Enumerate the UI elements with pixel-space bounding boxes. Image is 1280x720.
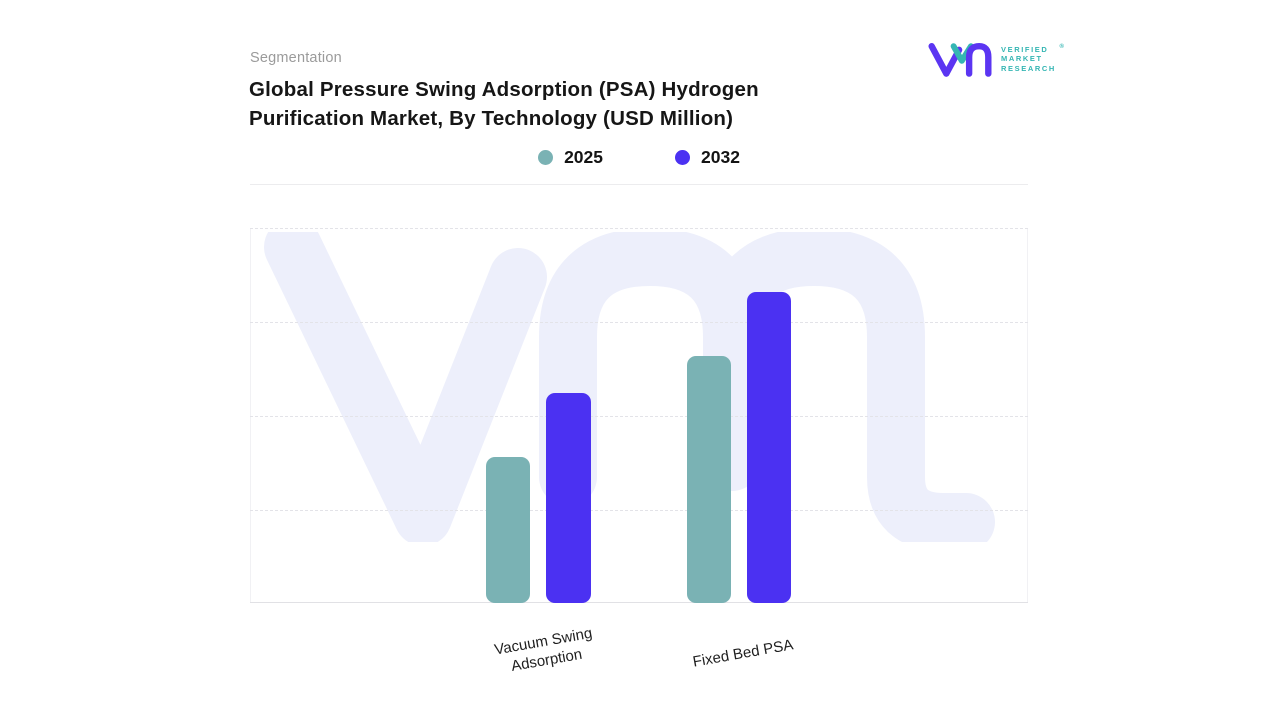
gridline <box>250 322 1028 323</box>
bar-vacuum-swing-adsorption-2025 <box>486 456 530 603</box>
legend-dot-2032 <box>675 150 690 165</box>
x-axis-baseline <box>250 602 1028 603</box>
plot-left-border <box>250 228 251 603</box>
legend-label-2032: 2032 <box>701 147 740 167</box>
vmr-watermark <box>264 232 995 542</box>
chart-title-line2: Purification Market, By Technology (USD … <box>249 107 734 130</box>
gridline <box>250 228 1028 229</box>
chart-legend: 2025 2032 <box>250 147 1028 168</box>
plot-right-border <box>1027 228 1028 603</box>
x-axis-label-vacuum-swing-adsorption: Vacuum Swing Adsorption <box>476 621 615 682</box>
chart-title: Global Pressure Swing Adsorption (PSA) H… <box>249 75 889 133</box>
legend-dot-2025 <box>538 150 554 165</box>
vmr-wordmark-line3: RESEARCH <box>1001 63 1056 73</box>
vmr-logo-icon <box>928 43 992 77</box>
registered-mark: ® <box>1059 43 1064 50</box>
vmr-logo-wordmark: VERIFIED MARKET RESEARCH ® <box>1001 43 1064 74</box>
eyebrow-label: Segmentation <box>250 50 342 66</box>
bar-fixed-bed-psa-2032 <box>747 291 791 603</box>
legend-label-2025: 2025 <box>564 147 603 167</box>
header-divider <box>250 184 1028 185</box>
chart-title-line1: Global Pressure Swing Adsorption (PSA) H… <box>249 78 759 101</box>
x-axis-label-line: Fixed Bed PSA <box>691 636 795 671</box>
vmr-wordmark-line1: VERIFIED <box>1001 44 1049 54</box>
vmr-wordmark-line2: MARKET <box>1001 54 1043 64</box>
legend-item-2032: 2032 <box>675 147 740 168</box>
plot-area <box>250 228 1028 603</box>
x-axis-label-fixed-bed-psa: Fixed Bed PSA <box>677 633 808 674</box>
bar-fixed-bed-psa-2025 <box>687 355 731 603</box>
vmr-logo: VERIFIED MARKET RESEARCH ® <box>928 38 1064 80</box>
legend-item-2025: 2025 <box>538 147 603 168</box>
gridline <box>250 416 1028 417</box>
gridline <box>250 510 1028 511</box>
bar-vacuum-swing-adsorption-2032 <box>546 393 591 603</box>
